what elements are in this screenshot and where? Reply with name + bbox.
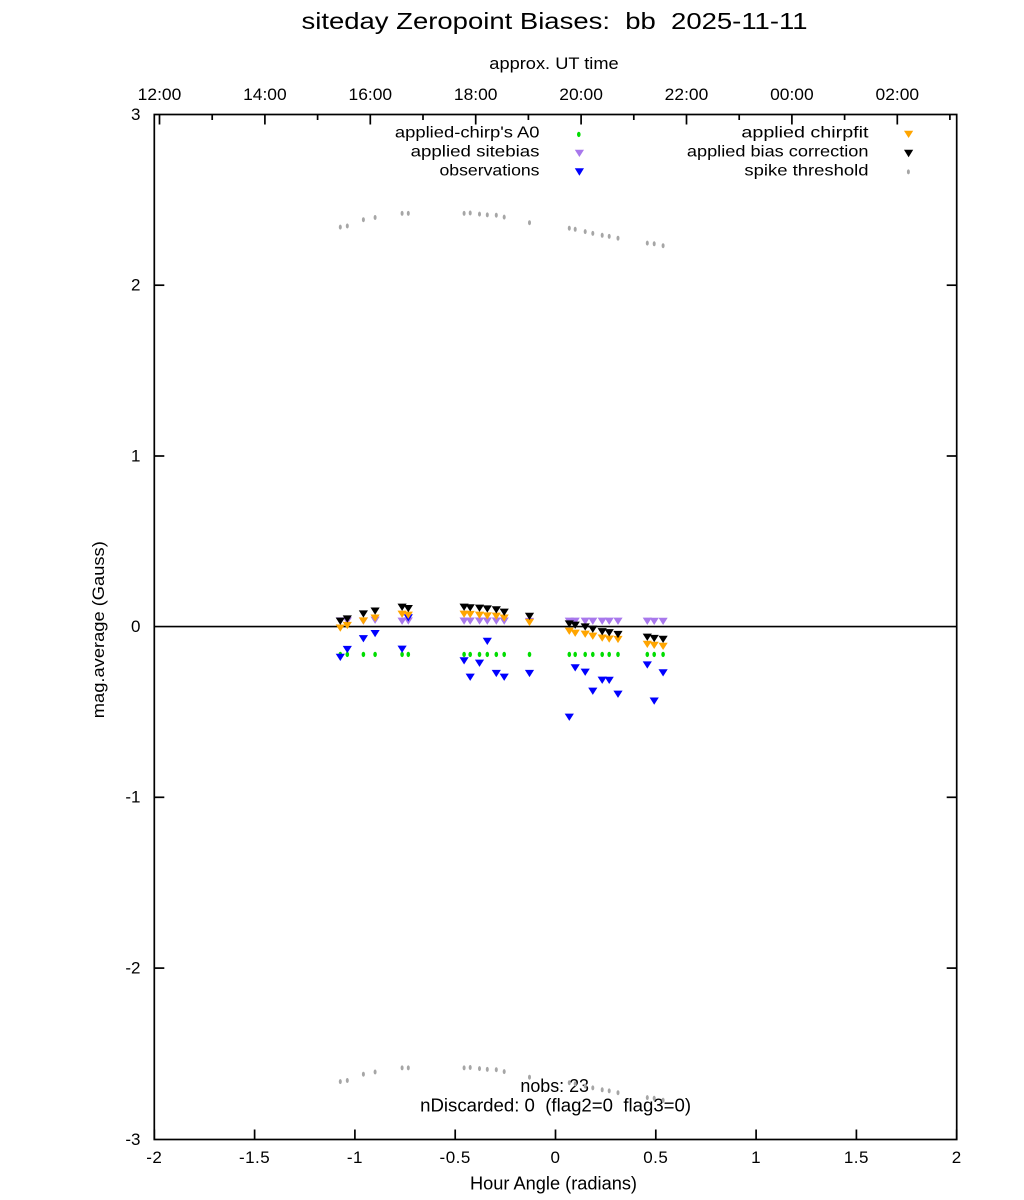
svg-text:approx. UT time: approx. UT time xyxy=(489,54,618,73)
svg-text:-1: -1 xyxy=(125,788,140,807)
svg-text:18:00: 18:00 xyxy=(454,85,498,104)
svg-text:nDiscarded: 0 (flag2=0 flag3: nDiscarded: 0 (flag2=0 flag3=0) xyxy=(420,1095,691,1115)
svg-text:-0.5: -0.5 xyxy=(440,1148,471,1167)
svg-text:2: 2 xyxy=(952,1148,962,1167)
svg-text:-2: -2 xyxy=(125,958,140,977)
svg-text:applied chirpfit: applied chirpfit xyxy=(741,124,869,141)
svg-text:applied-chirp's A0: applied-chirp's A0 xyxy=(395,124,540,141)
svg-text:14:00: 14:00 xyxy=(243,85,287,104)
svg-text:nobs: 23: nobs: 23 xyxy=(520,1076,589,1096)
svg-text:1: 1 xyxy=(131,446,140,465)
svg-text:spike threshold: spike threshold xyxy=(744,163,868,180)
svg-text:-1.5: -1.5 xyxy=(239,1148,270,1167)
svg-text:-2: -2 xyxy=(146,1148,162,1167)
svg-text:02:00: 02:00 xyxy=(876,85,920,104)
svg-text:1.5: 1.5 xyxy=(844,1148,869,1167)
svg-text:0: 0 xyxy=(551,1148,561,1167)
svg-text:applied sitebias: applied sitebias xyxy=(411,144,540,161)
svg-text:00:00: 00:00 xyxy=(770,85,814,104)
svg-text:0.5: 0.5 xyxy=(643,1148,668,1167)
svg-text:22:00: 22:00 xyxy=(665,85,709,104)
svg-text:16:00: 16:00 xyxy=(349,85,393,104)
svg-text:20:00: 20:00 xyxy=(559,85,603,104)
svg-text:1: 1 xyxy=(751,1148,761,1167)
svg-text:0: 0 xyxy=(131,617,140,636)
svg-text:-1: -1 xyxy=(347,1148,363,1167)
svg-text:Hour Angle (radians): Hour Angle (radians) xyxy=(470,1173,637,1193)
svg-text:observations: observations xyxy=(440,163,540,180)
svg-text:-3: -3 xyxy=(125,1130,140,1149)
svg-text:2: 2 xyxy=(131,276,140,295)
svg-text:siteday Zeropoint Biases: bb: siteday Zeropoint Biases: bb 2025-11-11 xyxy=(302,8,808,34)
svg-text:3: 3 xyxy=(131,105,140,124)
svg-text:mag.average (Gauss): mag.average (Gauss) xyxy=(89,541,108,718)
svg-text:12:00: 12:00 xyxy=(138,85,182,104)
svg-text:applied bias correction: applied bias correction xyxy=(687,144,869,161)
